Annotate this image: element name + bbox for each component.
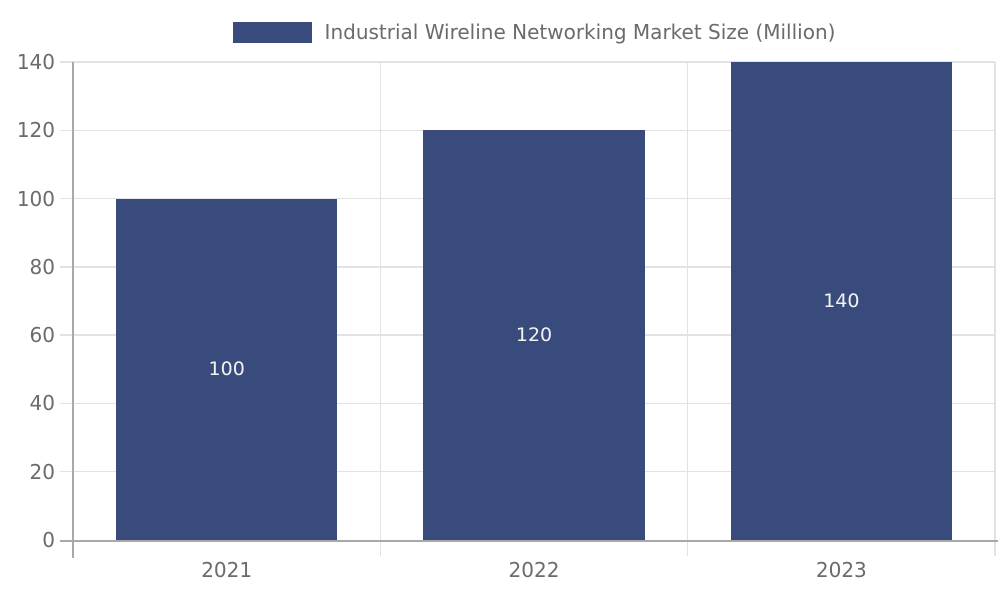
- y-tick-label: 120: [16, 118, 55, 143]
- y-tick-label: 60: [29, 323, 55, 348]
- x-tick-label: 2021: [201, 558, 253, 582]
- y-tick-label: 100: [16, 186, 55, 211]
- y-tick-label: 80: [29, 254, 55, 279]
- x-axis-labels: 2021 2022 2023: [73, 556, 995, 588]
- y-tick-label: 40: [29, 391, 55, 416]
- bar-value-label: 120: [515, 324, 553, 347]
- plot-area: 100 120 140: [60, 61, 996, 556]
- bar-value-label: 140: [823, 290, 860, 312]
- y-tick-label: 140: [16, 50, 55, 74]
- bar-2021: 100: [116, 198, 338, 540]
- gridline-vertical: [686, 62, 689, 556]
- legend: Industrial Wireline Networking Market Si…: [73, 18, 995, 46]
- bar-2022: 120: [423, 130, 645, 540]
- gridline-horizontal: [60, 61, 995, 63]
- gridline-horizontal: [60, 129, 995, 132]
- y-axis-labels: 0 20 40 60 80 100 120 140: [0, 0, 55, 600]
- x-tick-label: 2022: [508, 558, 560, 582]
- gridline-vertical: [994, 62, 996, 556]
- legend-label: Industrial Wireline Networking Market Si…: [324, 20, 836, 44]
- gridline-vertical: [379, 62, 382, 556]
- x-axis-line: [60, 540, 998, 542]
- y-tick-label: 0: [42, 528, 55, 552]
- legend-swatch-icon: [232, 21, 312, 43]
- y-axis-line: [72, 62, 74, 558]
- bar-2023: 140: [730, 62, 952, 540]
- bar-value-label: 100: [208, 358, 245, 381]
- y-tick-label: 20: [29, 459, 55, 484]
- x-tick-label: 2023: [815, 558, 867, 582]
